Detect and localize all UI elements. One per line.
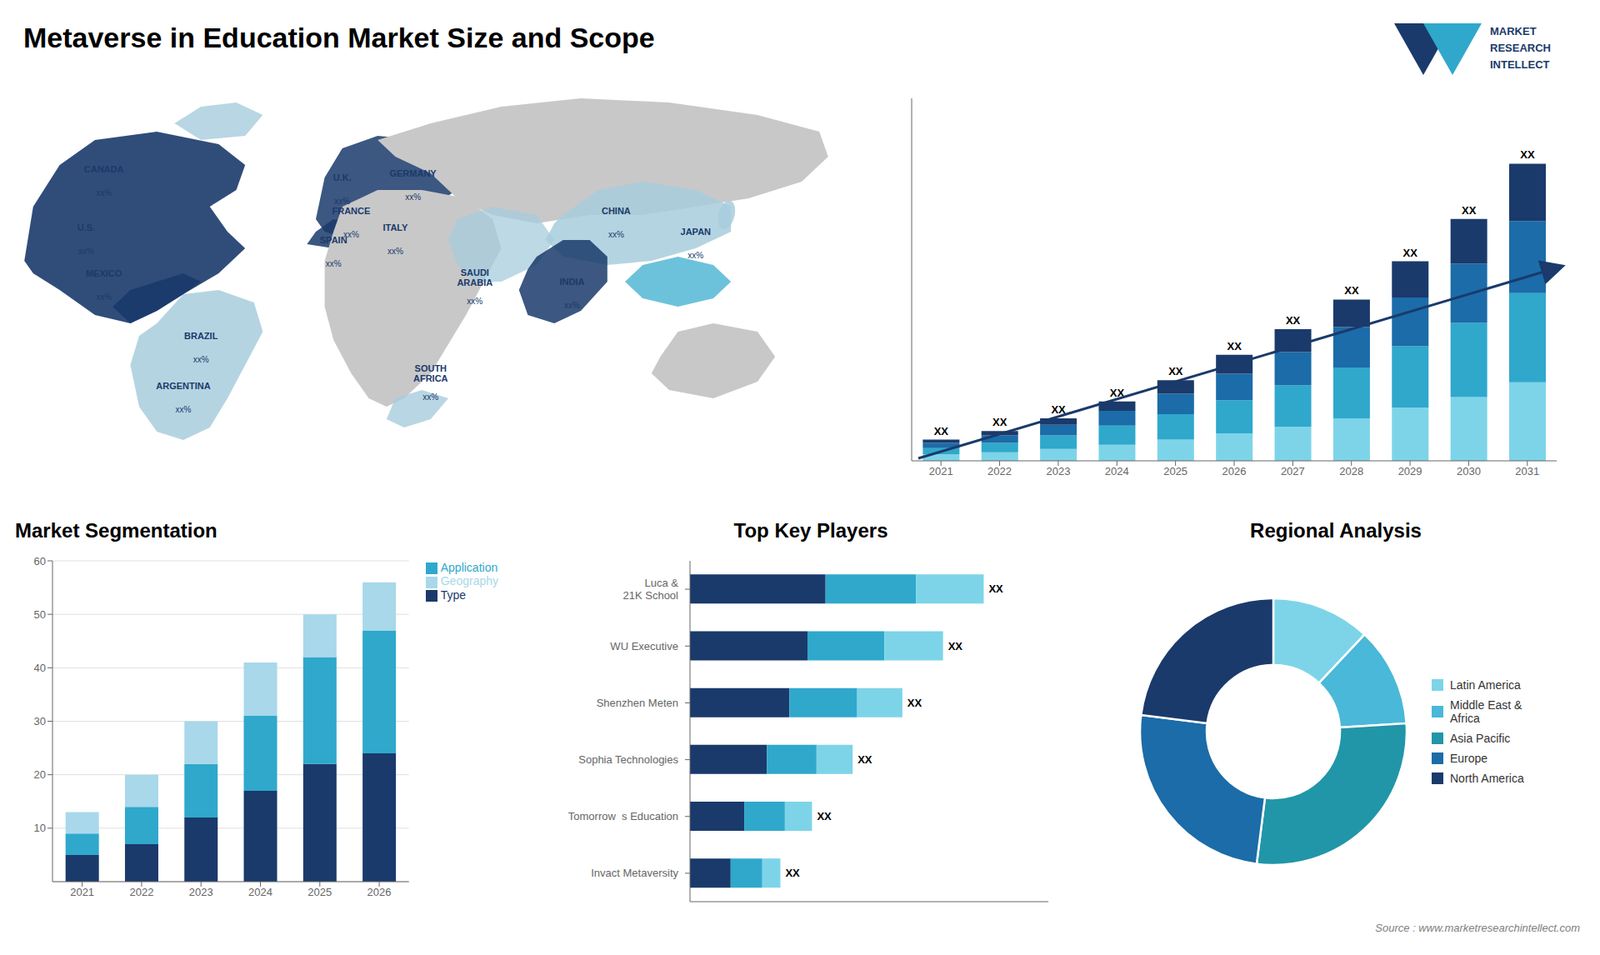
svg-text:40: 40 [34,661,46,675]
svg-text:Sophia Technologies: Sophia Technologies [578,753,679,766]
html-text:Regional Analysis: Regional Analysis [1250,519,1422,542]
svg-text:XX: XX [1168,365,1184,378]
svg-text:XX: XX [948,640,964,653]
svg-text:2022: 2022 [129,885,154,899]
svg-text:xx%: xx% [334,196,350,206]
svg-text:Luca &21K School: Luca &21K School [623,576,680,602]
svg-text:GERMANY: GERMANY [389,168,437,179]
svg-text:2025: 2025 [307,885,332,899]
svg-text:2025: 2025 [1163,465,1188,478]
svg-text:xx%: xx% [193,355,210,365]
html-text:Middle East & Africa: Middle East & Africa [1450,698,1522,725]
html-text:North America: North America [1450,771,1524,785]
svg-text:2030: 2030 [1456,465,1481,478]
svg-text:RESEARCH: RESEARCH [1490,41,1551,55]
html-text:Source : www.marketresearchint: Source : www.marketresearchintellect.com [1375,921,1580,935]
svg-text:30: 30 [34,715,46,728]
svg-text:XX: XX [934,425,950,438]
svg-text:2029: 2029 [1398,465,1423,478]
svg-text:INTELLECT: INTELLECT [1490,58,1550,71]
svg-text:WU Executive: WU Executive [610,640,679,653]
svg-text:60: 60 [34,555,46,568]
svg-text:2027: 2027 [1280,465,1305,478]
svg-text:SAUDIARABIA: SAUDIARABIA [456,267,493,288]
svg-text:CANADA: CANADA [84,164,125,175]
svg-text:Invact Metaversity: Invact Metaversity [590,866,679,880]
svg-text:XX: XX [857,753,873,766]
svg-text:XX: XX [1520,148,1535,161]
svg-text:xx%: xx% [422,392,439,402]
svg-text:2026: 2026 [367,885,392,899]
svg-text:INDIA: INDIA [559,276,585,287]
html-text:Europe: Europe [1450,751,1488,765]
svg-text:2021: 2021 [70,885,95,899]
svg-text:XX: XX [992,415,1008,429]
html-text:Geography: Geography [440,574,499,588]
svg-text:BRAZIL: BRAZIL [184,330,219,341]
svg-text:2021: 2021 [929,465,954,478]
svg-text:xx%: xx% [325,259,342,269]
svg-text:FRANCE: FRANCE [331,205,370,216]
svg-text:XX: XX [1344,284,1360,297]
html-text:Application: Application [440,560,498,575]
svg-text:2024: 2024 [1105,465,1130,478]
svg-text:MARKET: MARKET [1490,25,1537,38]
svg-text:xx%: xx% [175,405,192,415]
html-text:Latin America: Latin America [1450,678,1521,692]
svg-text:2022: 2022 [987,465,1012,478]
svg-text:XX: XX [907,696,923,710]
svg-text:10: 10 [34,821,46,835]
html-text:Top Key Players: Top Key Players [733,519,888,542]
svg-text:xx%: xx% [343,229,360,239]
svg-text:XX: XX [1403,246,1419,260]
html-text:Market Segmentation: Market Segmentation [15,519,218,542]
svg-text:Shenzhen Meten: Shenzhen Meten [596,696,679,710]
svg-text:SPAIN: SPAIN [320,235,348,245]
svg-text:2023: 2023 [1045,465,1070,478]
svg-text:xx%: xx% [687,250,704,260]
svg-text:xx%: xx% [608,230,625,240]
svg-text:XX: XX [988,582,1004,595]
svg-text:U.K.: U.K. [333,172,352,183]
svg-text:2026: 2026 [1222,465,1247,478]
svg-text:2024: 2024 [248,885,273,899]
svg-text:SOUTHAFRICA: SOUTHAFRICA [413,363,449,384]
svg-text:xx%: xx% [466,296,483,306]
svg-text:JAPAN: JAPAN [680,226,712,237]
svg-text:xx%: xx% [405,192,421,202]
html-text:Type: Type [440,588,466,602]
svg-text:ITALY: ITALY [382,222,409,233]
svg-text:2023: 2023 [189,885,214,899]
svg-text:20: 20 [34,768,46,781]
svg-text:XX: XX [1050,403,1066,416]
svg-text:XX: XX [1110,386,1125,400]
svg-text:XX: XX [1227,340,1243,353]
svg-text:XX: XX [1461,204,1477,217]
html-text:Metaverse in Education Market: Metaverse in Education Market Size and S… [23,21,655,54]
svg-text:CHINA: CHINA [601,205,631,216]
svg-text:xx%: xx% [95,188,112,198]
svg-text:xx%: xx% [95,292,112,302]
svg-text:2028: 2028 [1339,465,1364,478]
svg-text:xx%: xx% [564,300,580,310]
html-text:Asia Pacific: Asia Pacific [1450,731,1511,745]
svg-text:xx%: xx% [387,246,404,256]
svg-text:U.S.: U.S. [77,222,95,233]
svg-text:2031: 2031 [1515,465,1540,478]
svg-text:50: 50 [34,608,46,621]
svg-text:MEXICO: MEXICO [85,268,123,279]
svg-text:XX: XX [785,866,800,880]
svg-text:xx%: xx% [78,246,95,256]
svg-text:XX: XX [1285,314,1301,327]
svg-text:XX: XX [816,810,832,823]
svg-text:ARGENTINA: ARGENTINA [155,380,210,391]
svg-text:Tomorrow s Education: Tomorrow s Education [568,810,679,823]
